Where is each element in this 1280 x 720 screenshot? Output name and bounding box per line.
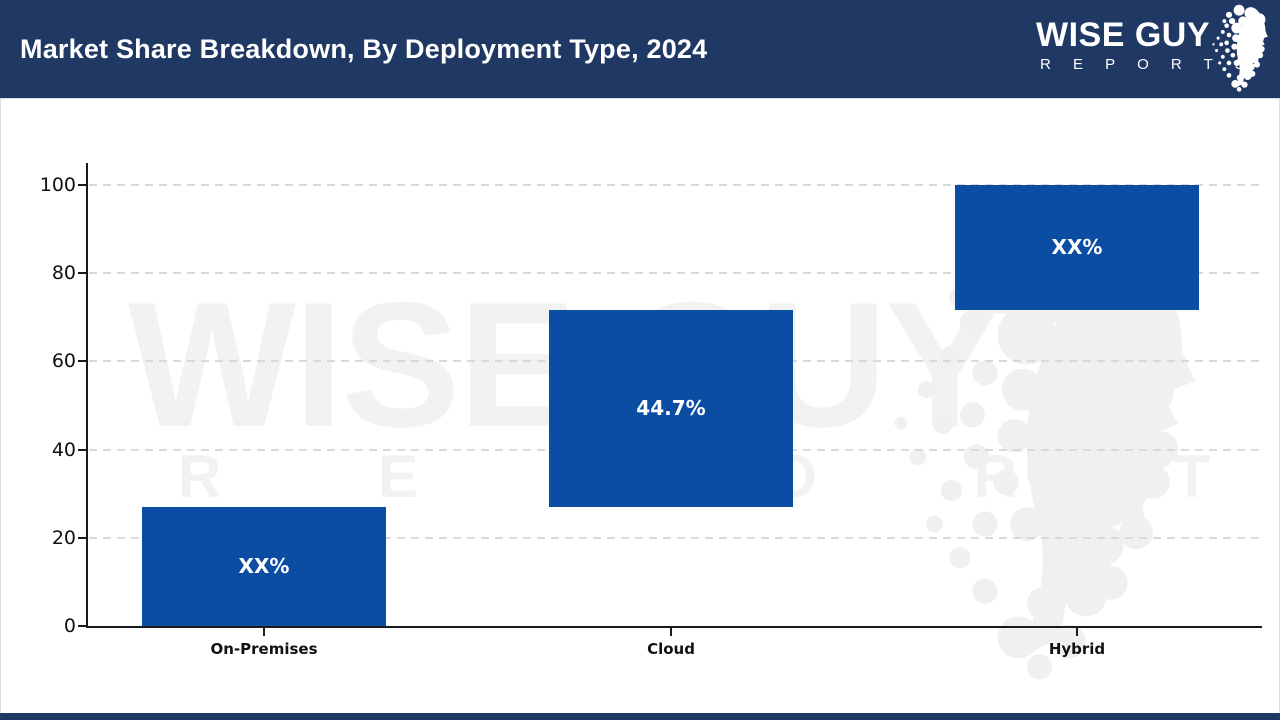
y-tick-mark-100	[78, 184, 86, 186]
bar-value-label-hybrid: XX%	[1051, 235, 1103, 260]
logo-brand-text: WISE GUY	[1036, 16, 1211, 54]
y-tick-mark-20	[78, 536, 86, 539]
y-axis-line	[86, 163, 88, 628]
x-tick-label-cloud: Cloud	[647, 640, 695, 658]
x-axis-line	[86, 626, 1262, 628]
page-title: Market Share Breakdown, By Deployment Ty…	[20, 33, 708, 64]
y-tick-label-60: 60	[51, 350, 76, 373]
bar-hybrid: XX%	[955, 185, 1199, 310]
y-tick-mark-0	[78, 625, 86, 627]
y-tick-label-100: 100	[39, 174, 76, 196]
y-tick-mark-60	[78, 360, 86, 363]
gridline-y-20	[89, 536, 1262, 539]
x-tick-mark-cloud	[670, 628, 672, 636]
footer-bar	[0, 713, 1280, 720]
x-tick-label-hybrid: Hybrid	[1048, 640, 1106, 658]
bar-cloud: 44.7%	[549, 309, 793, 507]
x-tick-mark-hybrid	[1076, 628, 1078, 636]
y-tick-mark-80	[78, 272, 86, 275]
y-tick-label-40: 40	[51, 438, 76, 461]
y-tick-label-80: 80	[51, 262, 76, 285]
y-tick-mark-40	[78, 448, 86, 451]
logo-reports-text: R E P O R T S	[1040, 56, 1254, 73]
gridline-y-80	[89, 272, 1262, 275]
bar-value-label-on-premises: XX%	[238, 554, 290, 579]
x-tick-label-on-premises: On-Premises	[210, 640, 318, 658]
bar-value-label-cloud: 44.7%	[636, 396, 706, 421]
x-tick-mark-on-premises	[263, 628, 265, 636]
bar-on-premises: XX%	[142, 506, 386, 626]
y-tick-label-20: 20	[51, 526, 76, 549]
y-tick-label-0: 0	[63, 615, 76, 637]
wise-guy-reports-logo: WISE GUY R E P O R T S	[1018, 0, 1268, 98]
gridline-y-100	[89, 184, 1262, 186]
header-band: Market Share Breakdown, By Deployment Ty…	[0, 0, 1280, 98]
logo-head-icon	[1190, 4, 1268, 94]
